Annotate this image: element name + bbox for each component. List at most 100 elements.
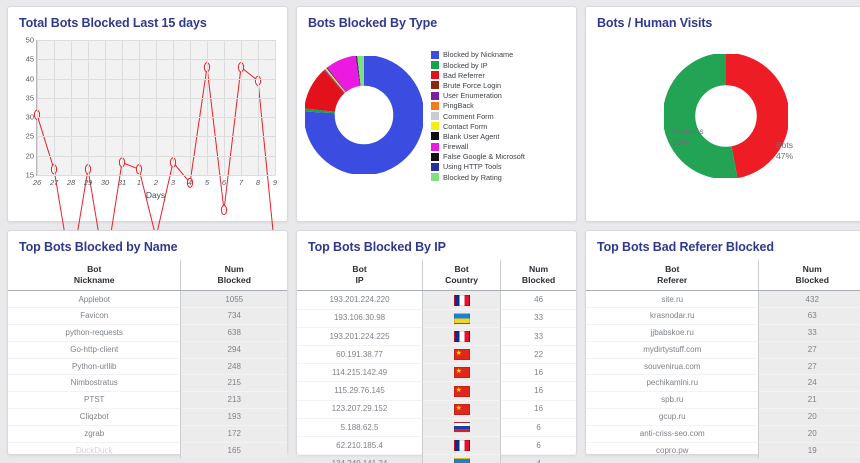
cell-bot-ip: 114.215.142.49 bbox=[297, 363, 423, 382]
cell-num-blocked: 63 bbox=[758, 307, 860, 325]
x-axis-tick: 30 bbox=[100, 178, 110, 187]
card-total-bots-blocked: Total Bots Blocked Last 15 days 15 20 25 30… bbox=[7, 6, 288, 222]
cell-num-blocked: 432 bbox=[758, 290, 860, 308]
cell-bot-ip: 115.29.76.145 bbox=[297, 381, 423, 401]
legend-item[interactable]: Using HTTP Tools bbox=[431, 162, 525, 172]
cell-num-blocked: 6 bbox=[500, 417, 576, 437]
table-header-row: Bot Referer Num Blocked bbox=[586, 260, 860, 292]
legend-item[interactable]: Firewall bbox=[431, 141, 525, 151]
table-row[interactable]: 60.191.38.77 22 bbox=[297, 345, 576, 364]
cell-bot-nickname: python-requests bbox=[8, 324, 181, 342]
table-row[interactable]: Go-http-client 294 bbox=[8, 340, 287, 359]
cell-bot-nickname: Python-urllib bbox=[8, 357, 181, 375]
table-row[interactable]: 193.106.30.98 33 bbox=[297, 308, 576, 328]
table-row[interactable]: souvenirua.com 27 bbox=[586, 357, 860, 375]
table-row[interactable]: copro.pw 19 bbox=[586, 441, 860, 459]
table-row[interactable]: PTST 213 bbox=[8, 391, 287, 409]
table-row[interactable]: 115.29.76.145 16 bbox=[297, 381, 576, 401]
legend-item[interactable]: Comment Form bbox=[431, 111, 525, 121]
cell-num-blocked: 20 bbox=[758, 407, 860, 426]
card-top-bots-by-name: Top Bots Blocked by Name Bot Nickname Nu… bbox=[7, 230, 288, 459]
table-row[interactable]: 193.201.224.225 33 bbox=[297, 326, 576, 346]
gridline-vertical bbox=[122, 40, 123, 175]
legend-label: Firewall bbox=[443, 142, 469, 152]
legend-item[interactable]: PingBack bbox=[431, 101, 525, 111]
line-data-point bbox=[136, 165, 141, 174]
cell-num-blocked: 193 bbox=[180, 407, 287, 426]
cell-num-blocked: 33 bbox=[500, 308, 576, 328]
table-row[interactable]: zgrab 172 bbox=[8, 424, 287, 442]
table-row[interactable]: site.ru 432 bbox=[586, 290, 860, 308]
legend-item[interactable]: Brute Force Login bbox=[431, 80, 525, 90]
cell-bot-ip: 123.207.29.152 bbox=[297, 399, 423, 419]
table-row[interactable]: 62.210.185.4 6 bbox=[297, 435, 576, 455]
legend-item[interactable]: Blocked by Rating bbox=[431, 172, 525, 182]
th-num-blocked: Num Blocked bbox=[500, 260, 576, 292]
card-top-bots-bad-referer: Top Bots Bad Referer Blocked Bot Referer… bbox=[585, 230, 860, 459]
table-row[interactable]: 193.201.224.220 46 bbox=[297, 290, 576, 310]
legend-item[interactable]: Blank User Agent bbox=[431, 131, 525, 141]
cell-bot-nickname: Cliqzbot bbox=[8, 407, 181, 426]
table-row[interactable]: python-requests 638 bbox=[8, 324, 287, 342]
bots-label: Bots 47% bbox=[775, 140, 793, 162]
table-row[interactable]: 114.215.142.49 16 bbox=[297, 363, 576, 382]
visits-chart-title: Bots / Human Visits bbox=[597, 16, 713, 30]
table-row[interactable]: 5.188.62.5 6 bbox=[297, 417, 576, 437]
flag-ru-icon bbox=[453, 421, 470, 433]
card-bots-human-visits: Bots / Human Visits Humans 53% Bots 47% bbox=[585, 6, 860, 222]
legend-label: Using HTTP Tools bbox=[443, 162, 502, 172]
flag-fr-icon bbox=[453, 440, 470, 452]
cell-bot-ip: 60.191.38.77 bbox=[297, 345, 423, 364]
legend-label: Brute Force Login bbox=[443, 80, 502, 90]
table-row[interactable]: jjbabskoe.ru 33 bbox=[586, 324, 860, 342]
legend-item[interactable]: Contact Form bbox=[431, 121, 525, 131]
table-row[interactable]: 123.207.29.152 16 bbox=[297, 399, 576, 419]
table-header-row: Bot Nickname Num Blocked bbox=[8, 260, 287, 292]
cell-num-blocked: 24 bbox=[758, 374, 860, 392]
gridline-horizontal bbox=[37, 175, 275, 176]
cell-bot-nickname: Applebot bbox=[8, 290, 181, 308]
gridline-vertical bbox=[139, 40, 140, 175]
legend-label: Blocked by IP bbox=[443, 60, 488, 70]
legend-item[interactable]: Blocked by Nickname bbox=[431, 50, 525, 60]
table-row[interactable]: Applebot 1055 bbox=[8, 290, 287, 308]
line-data-point bbox=[170, 158, 175, 167]
table-row[interactable]: spb.ru 21 bbox=[586, 391, 860, 409]
x-axis-tick: 26 bbox=[32, 178, 42, 187]
gridline-vertical bbox=[241, 40, 242, 175]
table-row[interactable]: Nimbostratus 215 bbox=[8, 374, 287, 392]
ip-table: Bot IP Bot Country Num Blocked 193.20 bbox=[297, 260, 576, 463]
cell-num-blocked: 46 bbox=[500, 290, 576, 310]
cell-num-blocked: 172 bbox=[180, 424, 287, 442]
table-row[interactable]: krasnodar.ru 63 bbox=[586, 307, 860, 325]
line-data-point bbox=[255, 76, 260, 85]
cell-bot-nickname: PTST bbox=[8, 391, 181, 409]
x-axis-tick: 31 bbox=[117, 178, 127, 187]
cell-bot-referer: copro.pw bbox=[586, 441, 759, 459]
table-row[interactable]: Favicon 734 bbox=[8, 307, 287, 325]
bottom-row: Top Bots Blocked by Name Bot Nickname Nu… bbox=[7, 230, 860, 463]
y-axis-tick: 30 bbox=[25, 112, 34, 122]
name-table-title: Top Bots Blocked by Name bbox=[19, 240, 178, 254]
legend-item[interactable]: False Google & Microsoft bbox=[431, 152, 525, 162]
table-row[interactable]: DuckDuck 165 bbox=[8, 441, 287, 459]
legend-item[interactable]: Bad Referrer bbox=[431, 70, 525, 80]
table-row[interactable]: anti-criss-seo.com 20 bbox=[586, 424, 860, 442]
legend-swatch-icon bbox=[431, 132, 439, 141]
table-row[interactable]: Cliqzbot 193 bbox=[8, 407, 287, 426]
name-table: Bot Nickname Num Blocked Applebot 1055 Fav… bbox=[8, 260, 287, 459]
type-donut-svg bbox=[305, 56, 423, 174]
legend-swatch-icon bbox=[431, 152, 439, 161]
table-row[interactable]: mydirtystuff.com 27 bbox=[586, 340, 860, 359]
cell-bot-nickname: DuckDuck bbox=[8, 441, 181, 459]
table-header-row: Bot IP Bot Country Num Blocked bbox=[297, 260, 576, 292]
table-row[interactable]: gcup.ru 20 bbox=[586, 407, 860, 426]
table-row[interactable]: pechikamini.ru 24 bbox=[586, 374, 860, 392]
gridline-vertical bbox=[37, 40, 38, 175]
table-row[interactable]: Python-urllib 248 bbox=[8, 357, 287, 375]
cell-num-blocked: 215 bbox=[180, 374, 287, 392]
humans-label: Humans 53% bbox=[672, 126, 704, 148]
legend-item[interactable]: Blocked by IP bbox=[431, 60, 525, 70]
legend-item[interactable]: User Enumeration bbox=[431, 91, 525, 101]
table-row[interactable]: 134.249.141.24 4 bbox=[297, 454, 576, 463]
